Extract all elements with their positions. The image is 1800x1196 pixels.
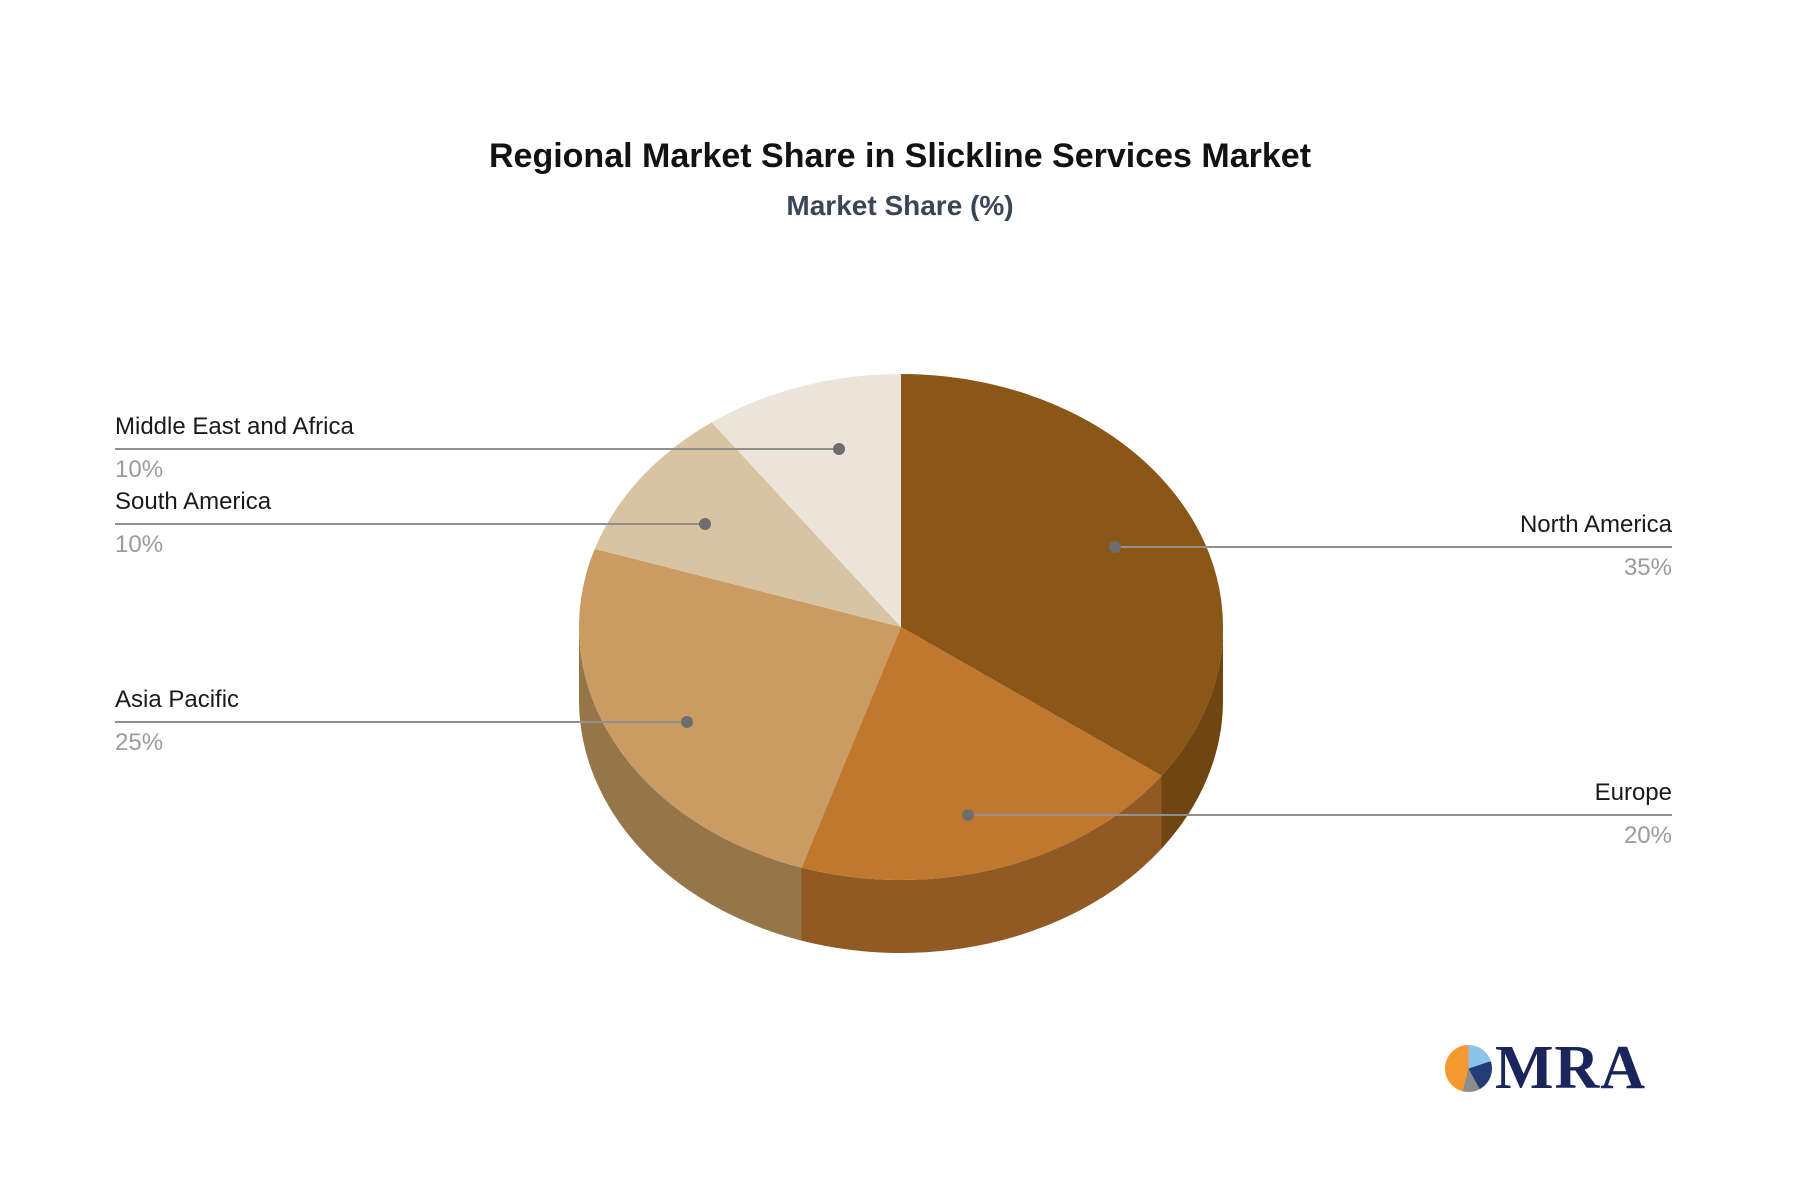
callout-value-south-america: 10% [115, 531, 164, 558]
pie-slice-side-north-america [1161, 627, 1223, 849]
callout-value-middle-east-and-africa: 10% [115, 456, 164, 483]
callout-value-europe: 20% [1623, 822, 1672, 849]
leader-dot-north-america [1109, 541, 1121, 553]
brand-logo: MRA [1445, 1034, 1647, 1102]
callout-value-north-america: 35% [1623, 554, 1672, 581]
leader-dot-south-america [699, 518, 711, 530]
leader-dot-asia-pacific [681, 716, 693, 728]
callout-label-asia-pacific: Asia Pacific [115, 686, 240, 713]
pie-slice-middle-east-and-africa [711, 374, 901, 627]
leader-dot-europe [962, 809, 974, 821]
leader-dot-middle-east-and-africa [833, 443, 845, 455]
logo-pie-icon [1445, 1044, 1492, 1092]
callout-label-europe: Europe [1594, 779, 1672, 806]
callout-label-south-america: South America [115, 488, 272, 515]
pie-slice-asia-pacific [579, 548, 901, 868]
logo-text: MRA [1495, 1034, 1647, 1102]
pie-slice-side-asia-pacific [579, 627, 802, 941]
chart-subtitle: Market Share (%) [786, 190, 1014, 221]
pie-slice-europe [801, 627, 1162, 880]
callout-value-asia-pacific: 25% [115, 729, 164, 756]
callout-label-north-america: North America [1519, 511, 1672, 538]
chart-title: Regional Market Share in Slickline Servi… [488, 137, 1312, 175]
pie-slice-south-america [594, 422, 901, 627]
callout-label-middle-east-and-africa: Middle East and Africa [115, 413, 354, 440]
pie-slice-side-europe [801, 775, 1162, 953]
pie-slice-north-america [901, 374, 1223, 776]
